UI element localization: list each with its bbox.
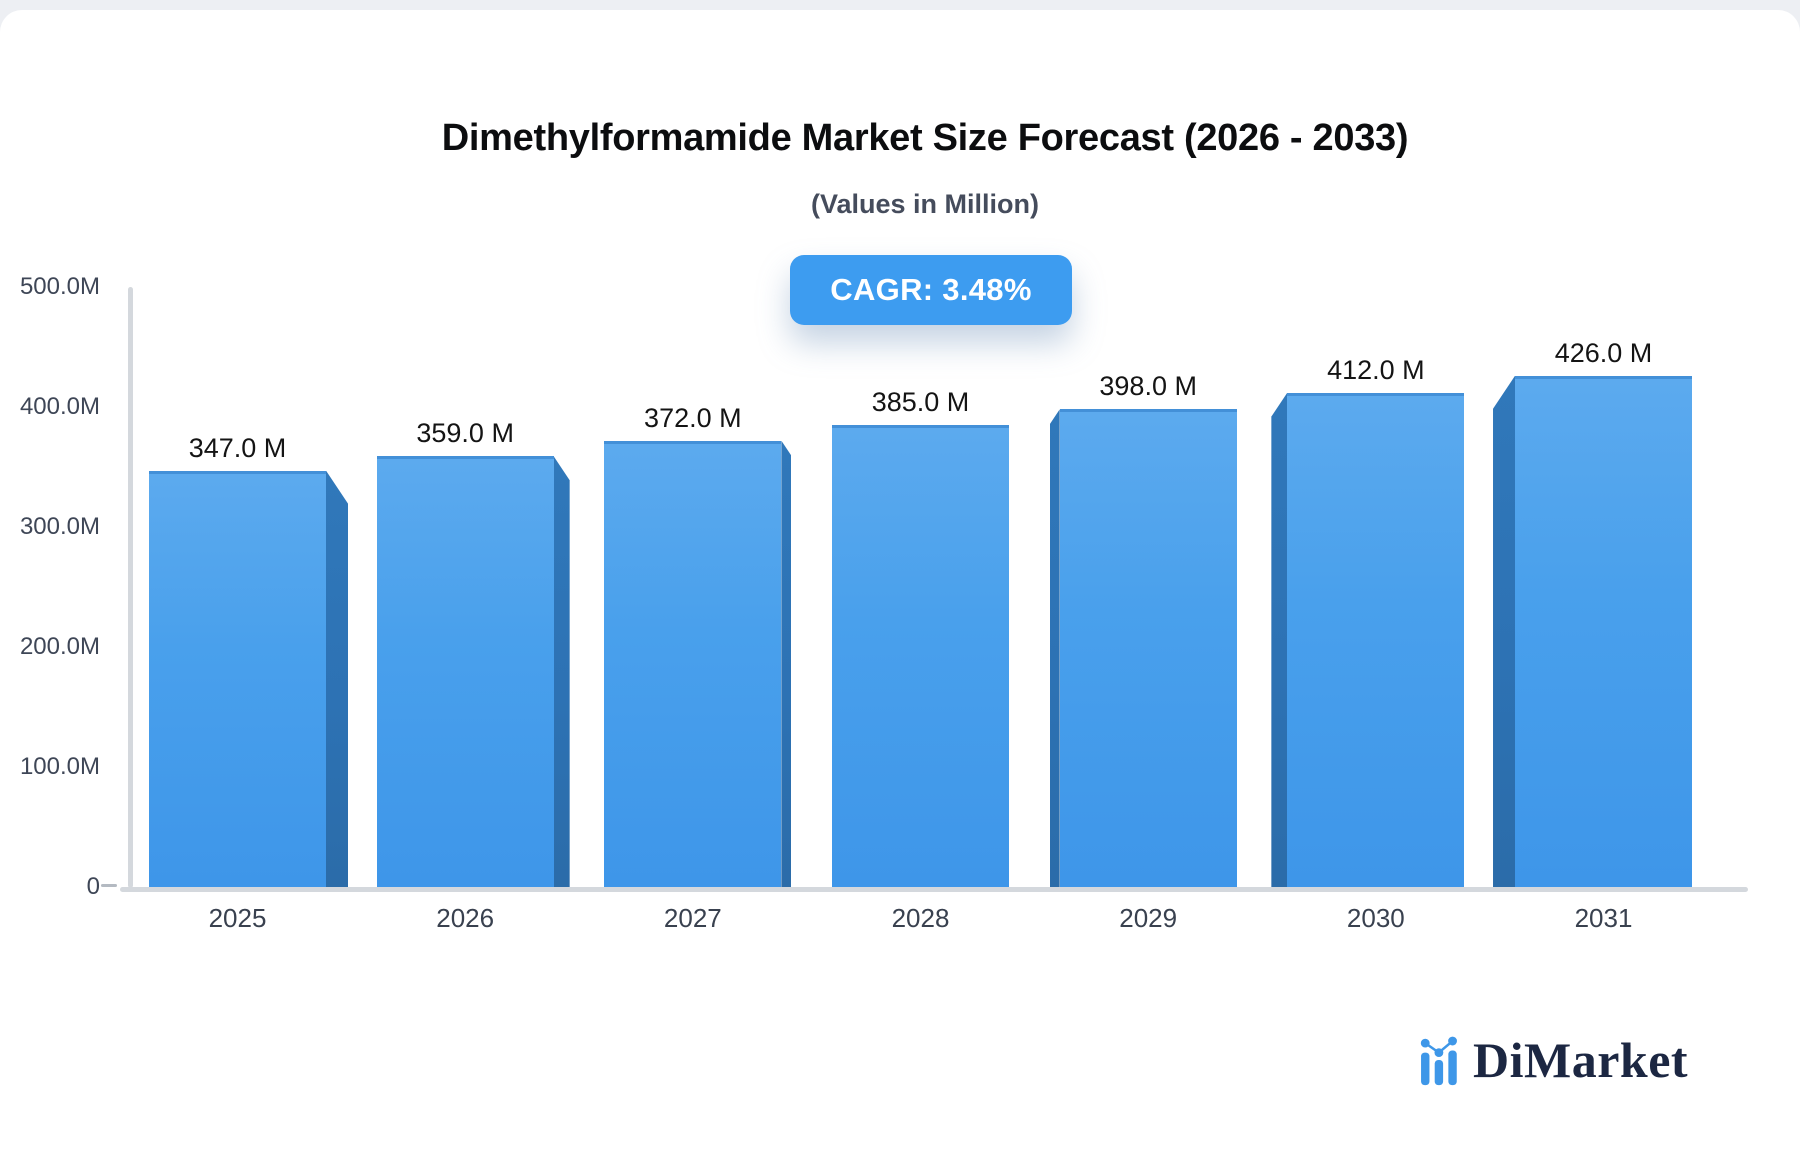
bar-2025[interactable] <box>149 470 326 887</box>
x-tick-label-2029: 2029 <box>1119 903 1178 933</box>
bar-2031[interactable] <box>1515 375 1693 887</box>
bar-2027[interactable] <box>604 440 782 887</box>
bar-value-label-2025: 347.0 M <box>188 432 287 463</box>
chart-title: Dimethylformamide Market Size Forecast (… <box>441 117 1409 160</box>
y-axis-line <box>128 287 133 888</box>
zero-tick-mark <box>101 884 117 887</box>
y-tick-label-500: 500.0M <box>19 273 100 300</box>
bar-value-label-2028: 385.0 M <box>871 387 970 417</box>
x-tick-label-2031: 2031 <box>1574 903 1633 933</box>
bar-side-face-2031 <box>1493 375 1516 887</box>
x-tick-label-2026: 2026 <box>436 903 495 933</box>
bar-side-face-2030 <box>1271 392 1288 887</box>
bar-2026[interactable] <box>376 456 554 887</box>
bar-side-face-2025 <box>326 470 348 887</box>
bar-side-face-2029 <box>1049 409 1060 887</box>
x-tick-label-2028: 2028 <box>891 903 950 933</box>
y-tick-label-300: 300.0M <box>19 513 100 540</box>
brand-name: DiMarket <box>1473 1032 1689 1088</box>
x-axis-line <box>120 887 1748 892</box>
bar-value-label-2031: 426.0 M <box>1554 337 1653 368</box>
bar-value-label-2029: 398.0 M <box>1099 371 1197 402</box>
chart-subtitle: (Values in Million) <box>810 189 1040 220</box>
bar-side-face-2026 <box>553 456 570 887</box>
bar-2030[interactable] <box>1287 392 1465 887</box>
bar-value-label-2027: 372.0 M <box>644 402 742 433</box>
bar-value-label-2026: 359.0 M <box>416 418 514 449</box>
bar-value-label-2030: 412.0 M <box>1327 354 1425 385</box>
y-tick-label-400: 400.0M <box>19 393 100 420</box>
y-tick-label-0: 0 <box>86 873 100 900</box>
cagr-badge: CAGR: 3.48% <box>790 255 1072 325</box>
y-tick-label-100: 100.0M <box>19 753 100 780</box>
brand-logo[interactable]: DiMarket <box>1420 1034 1688 1086</box>
x-tick-label-2030: 2030 <box>1346 903 1405 933</box>
y-tick-label-200: 200.0M <box>19 633 100 660</box>
bar-2028[interactable] <box>832 425 1009 887</box>
bar-side-face-2027 <box>781 440 792 887</box>
x-tick-label-2025: 2025 <box>208 903 267 933</box>
bar-2029[interactable] <box>1059 409 1237 887</box>
bar-chart-logo-icon <box>1420 1036 1457 1086</box>
x-tick-label-2027: 2027 <box>663 903 722 933</box>
